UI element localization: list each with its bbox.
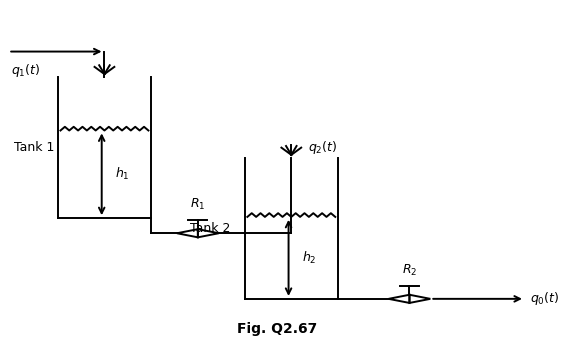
Text: $q_0(t)$: $q_0(t)$ <box>530 290 560 307</box>
Text: $q_1(t)$: $q_1(t)$ <box>11 62 40 79</box>
Text: $q_2(t)$: $q_2(t)$ <box>308 139 337 156</box>
Text: $h_1$: $h_1$ <box>116 166 130 182</box>
Text: $R_2$: $R_2$ <box>402 263 417 278</box>
Text: $R_1$: $R_1$ <box>190 197 206 212</box>
Text: Tank 1: Tank 1 <box>14 141 54 154</box>
Text: Tank 2: Tank 2 <box>189 222 230 235</box>
Text: $h_2$: $h_2$ <box>302 250 317 266</box>
Text: Fig. Q2.67: Fig. Q2.67 <box>238 322 318 336</box>
